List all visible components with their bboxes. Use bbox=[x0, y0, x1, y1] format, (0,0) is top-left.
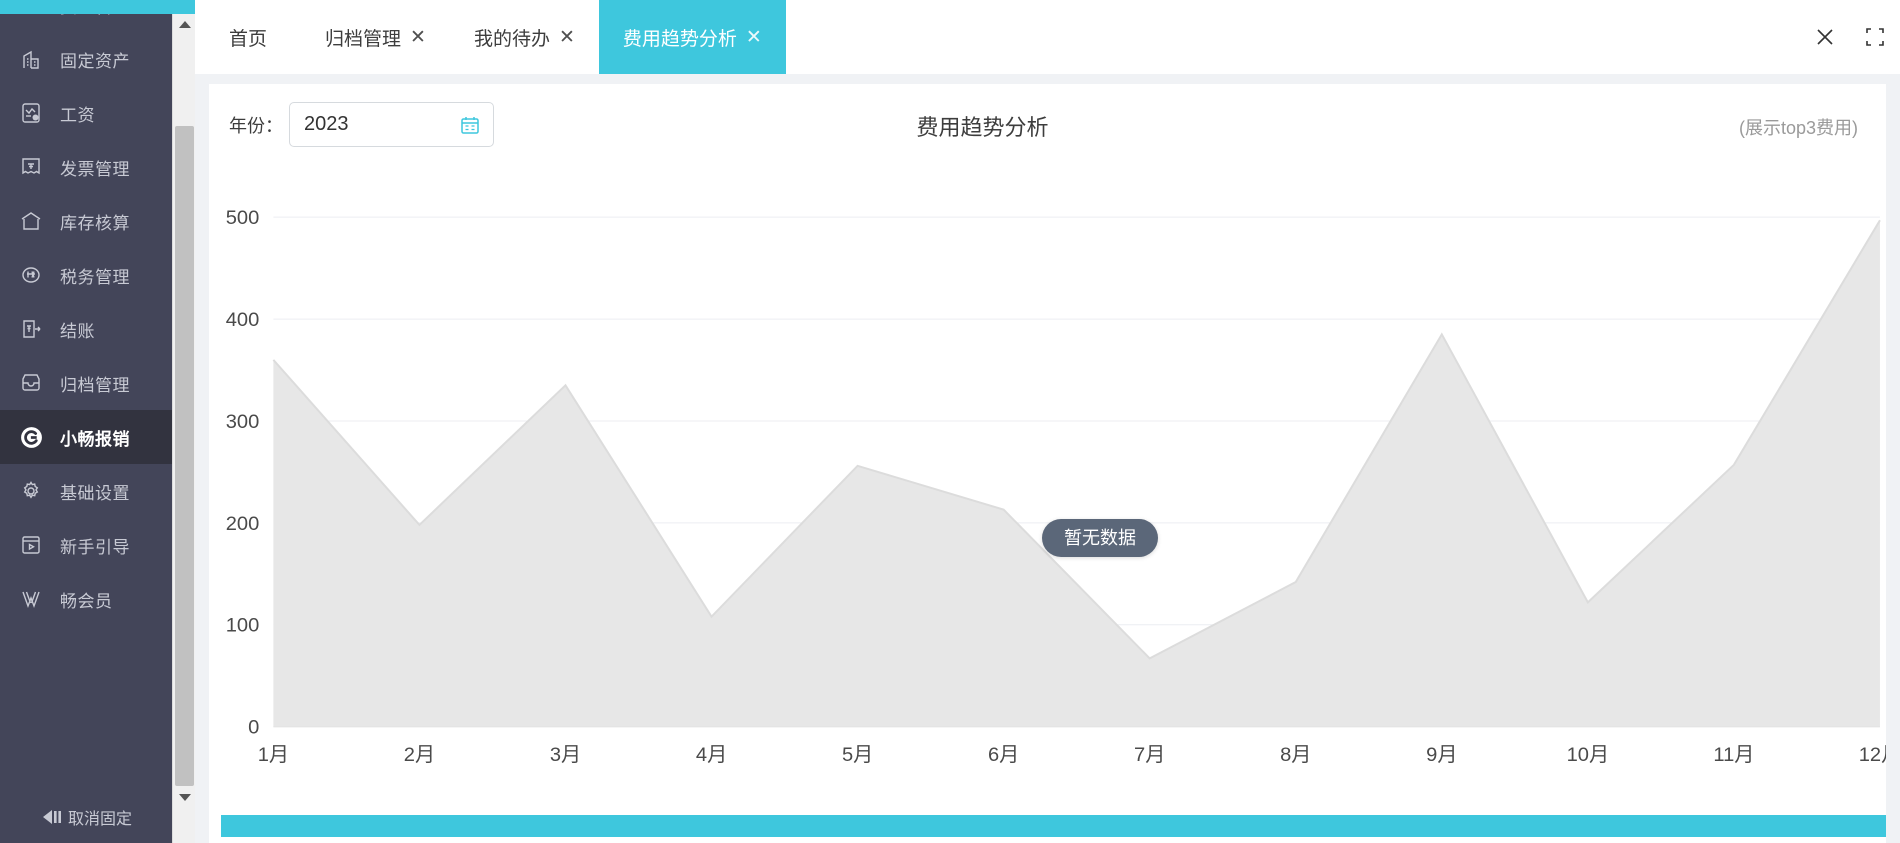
tab-close-icon[interactable]: ✕ bbox=[745, 26, 762, 48]
sidebar-nav-list: 资业管理 固定资产 工资 bbox=[0, 14, 172, 626]
play-guide-icon bbox=[16, 532, 46, 558]
sidebar-item-xiaochangbaoxiao[interactable]: 小畅报销 bbox=[0, 410, 172, 464]
tab-label: 首页 bbox=[229, 28, 268, 50]
no-data-tooltip: 暂无数据 bbox=[1042, 519, 1158, 557]
sidebar-item-changhuiyuan[interactable]: 畅会员 bbox=[0, 572, 172, 626]
collapse-arrow-icon bbox=[40, 808, 66, 826]
bottom-accent-bar bbox=[221, 815, 1886, 837]
content-area: 年份： 费用趋势分析 bbox=[195, 74, 1900, 843]
svg-text:6月: 6月 bbox=[988, 744, 1019, 766]
unpin-sidebar-button[interactable]: 取消固定 bbox=[0, 791, 172, 843]
sidebar-item-fapiaoguanli[interactable]: 发票管理 bbox=[0, 140, 172, 194]
sidebar-item-label: 固定资产 bbox=[60, 51, 130, 71]
sidebar-item-xinshouyindao[interactable]: 新手引导 bbox=[0, 518, 172, 572]
download-box-icon bbox=[16, 14, 46, 18]
fullscreen-icon[interactable] bbox=[1850, 0, 1900, 74]
svg-text:2月: 2月 bbox=[404, 744, 435, 766]
svg-text:0: 0 bbox=[248, 717, 259, 739]
tab-label: 费用趋势分析 bbox=[622, 28, 737, 50]
tab-label: 归档管理 bbox=[325, 28, 402, 50]
sidebar-item-label: 库存核算 bbox=[60, 213, 130, 233]
svg-text:5月: 5月 bbox=[842, 744, 873, 766]
sidebar-item-label: 基础设置 bbox=[60, 483, 130, 503]
sidebar-item-guidangguanli[interactable]: 归档管理 bbox=[0, 356, 172, 410]
svg-text:300: 300 bbox=[226, 411, 260, 433]
sidebar-item-label: 新手引导 bbox=[60, 537, 130, 557]
sidebar-item-gongzi[interactable]: 工资 bbox=[0, 86, 172, 140]
scroll-up-button[interactable] bbox=[173, 14, 196, 34]
sidebar-item-label: 归档管理 bbox=[60, 375, 130, 395]
scrollbar-thumb[interactable] bbox=[175, 126, 194, 786]
tax-seal-icon bbox=[16, 262, 46, 288]
tab-shouye[interactable]: 首页 bbox=[195, 0, 301, 74]
sidebar-item-label: 税务管理 bbox=[60, 267, 130, 287]
svg-text:11月: 11月 bbox=[1713, 744, 1754, 766]
page-title-text: 费用趋势分析 bbox=[916, 115, 1049, 140]
archive-box-icon bbox=[16, 370, 46, 396]
svg-text:100: 100 bbox=[226, 615, 260, 637]
calendar-icon[interactable] bbox=[459, 114, 481, 136]
year-label: 年份： bbox=[229, 115, 283, 136]
tab-close-icon[interactable]: ✕ bbox=[558, 26, 575, 48]
scroll-down-button[interactable] bbox=[173, 787, 196, 807]
tab-bar-spacer bbox=[786, 0, 1800, 74]
tab-close-icon[interactable]: ✕ bbox=[410, 26, 426, 48]
tab-guidangguanli[interactable]: 归档管理 ✕ bbox=[301, 0, 450, 74]
chang-logo-icon bbox=[16, 424, 46, 450]
tab-wodedaiban[interactable]: 我的待办 ✕ bbox=[450, 0, 599, 74]
close-all-icon[interactable] bbox=[1800, 0, 1850, 74]
sidebar-item-label: 工资 bbox=[60, 105, 95, 125]
sidebar-item-jiezhang[interactable]: 结账 bbox=[0, 302, 172, 356]
svg-text:8月: 8月 bbox=[1280, 744, 1311, 766]
svg-text:4月: 4月 bbox=[696, 744, 727, 766]
tab-feiyongqushifenxi[interactable]: 费用趋势分析 ✕ bbox=[598, 0, 786, 74]
year-input[interactable] bbox=[290, 113, 440, 136]
tab-label: 我的待办 bbox=[473, 28, 550, 50]
svg-text:1月: 1月 bbox=[258, 744, 289, 766]
svg-text:12月: 12月 bbox=[1859, 744, 1886, 766]
sidebar-item-kuncunhesuan[interactable]: 库存核算 bbox=[0, 194, 172, 248]
unpin-label: 取消固定 bbox=[67, 811, 132, 828]
svg-text:200: 200 bbox=[226, 513, 260, 535]
vip-icon bbox=[16, 586, 46, 612]
chart-canvas: 0 100 200 300 400 500 1月 2月 3月 4月 5月 6月 7月 8月 9月 10月 11… bbox=[226, 207, 1886, 766]
chart-card: 年份： 费用趋势分析 bbox=[209, 84, 1886, 843]
chart-area-series bbox=[272, 219, 1881, 727]
svg-text:10月: 10月 bbox=[1567, 744, 1609, 766]
settle-icon bbox=[16, 316, 46, 342]
sidebar: 资业管理 固定资产 工资 bbox=[0, 14, 172, 843]
sidebar-item-label: 资业管理 bbox=[60, 14, 130, 18]
svg-text:9月: 9月 bbox=[1426, 744, 1457, 766]
chart-y-axis-labels: 0 100 200 300 400 500 bbox=[226, 207, 260, 738]
expense-trend-chart: 0 100 200 300 400 500 1月 2月 3月 4月 5月 6月 7月 8月 9月 10月 11… bbox=[209, 160, 1886, 843]
warehouse-icon bbox=[16, 208, 46, 234]
chart-note: (展示top3费用) bbox=[1738, 118, 1858, 138]
top-accent-strip bbox=[0, 0, 195, 14]
sidebar-item-zichanguanli[interactable]: 资业管理 bbox=[0, 14, 172, 32]
sidebar-item-gudingzichan[interactable]: 固定资产 bbox=[0, 32, 172, 86]
tab-bar: 首页 归档管理 ✕ 我的待办 ✕ 费用趋势分析 ✕ bbox=[195, 0, 1900, 74]
year-filter: 年份： bbox=[229, 102, 494, 147]
gear-icon bbox=[16, 478, 46, 504]
sidebar-item-jichushezhi[interactable]: 基础设置 bbox=[0, 464, 172, 518]
sidebar-item-label: 发票管理 bbox=[60, 159, 130, 179]
sidebar-item-label: 畅会员 bbox=[60, 591, 113, 611]
sidebar-item-shuiwuguanli[interactable]: 税务管理 bbox=[0, 248, 172, 302]
svg-text:3月: 3月 bbox=[550, 744, 581, 766]
invoice-icon bbox=[16, 154, 46, 180]
building-icon bbox=[16, 46, 46, 72]
svg-text:500: 500 bbox=[226, 207, 260, 229]
sidebar-scrollbar[interactable] bbox=[172, 14, 196, 843]
tab-list: 首页 归档管理 ✕ 我的待办 ✕ 费用趋势分析 ✕ bbox=[195, 0, 786, 74]
card-header: 年份： 费用趋势分析 bbox=[209, 84, 1886, 160]
svg-text:400: 400 bbox=[226, 309, 260, 331]
payroll-chart-icon bbox=[16, 100, 46, 126]
year-picker[interactable] bbox=[289, 102, 494, 147]
tab-bar-tools bbox=[1800, 0, 1900, 74]
sidebar-item-label: 结账 bbox=[60, 321, 95, 341]
sidebar-item-label: 小畅报销 bbox=[60, 429, 130, 449]
svg-text:7月: 7月 bbox=[1134, 744, 1165, 766]
chart-x-axis-labels: 1月 2月 3月 4月 5月 6月 7月 8月 9月 10月 11月 12月 bbox=[258, 744, 1886, 766]
